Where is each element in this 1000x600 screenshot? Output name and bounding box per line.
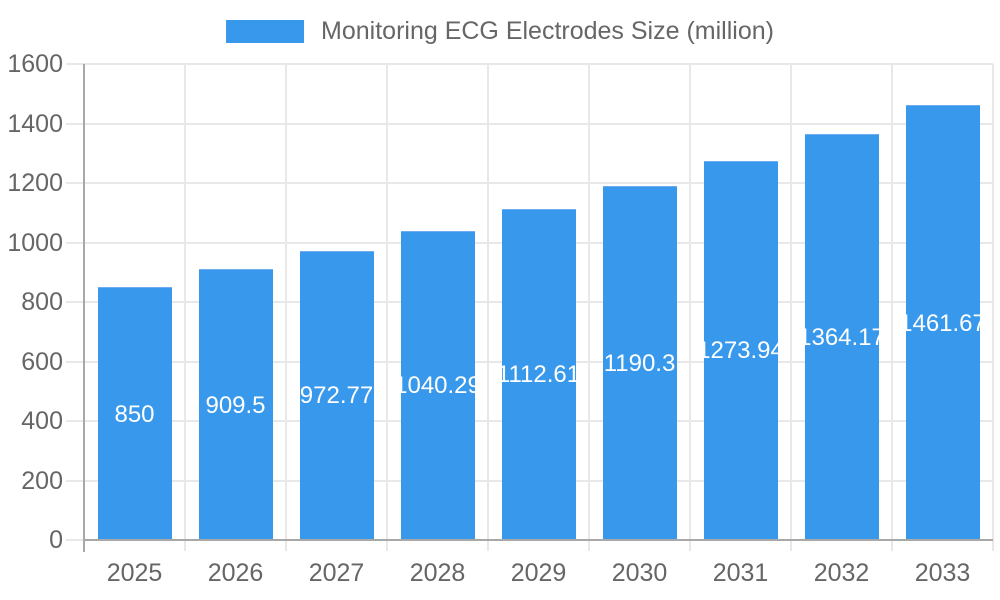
v-gridline bbox=[891, 64, 893, 540]
v-gridline bbox=[790, 64, 792, 540]
x-axis-label: 2027 bbox=[308, 559, 365, 587]
bar-value-label: 1190.3 bbox=[603, 349, 676, 377]
y-axis-tick bbox=[66, 63, 84, 65]
bar-value-label: 850 bbox=[114, 400, 155, 428]
y-axis-line bbox=[83, 64, 85, 552]
x-axis-tick bbox=[790, 540, 792, 551]
bar[interactable]: 1112.61 bbox=[501, 208, 576, 541]
legend-item[interactable]: Monitoring ECG Electrodes Size (million) bbox=[226, 17, 774, 45]
v-gridline bbox=[487, 64, 489, 540]
y-axis-tick bbox=[66, 479, 84, 482]
h-gridline bbox=[84, 182, 993, 184]
bar-value-label: 1273.94 bbox=[704, 337, 778, 365]
y-axis-tick bbox=[66, 241, 84, 244]
x-axis-tick bbox=[992, 540, 994, 551]
x-axis-label: 2030 bbox=[611, 559, 668, 587]
x-axis-label: 2025 bbox=[106, 559, 163, 587]
y-axis-label: 800 bbox=[21, 288, 63, 316]
bar[interactable]: 1461.67 bbox=[905, 105, 980, 541]
y-axis-tick bbox=[66, 301, 84, 303]
bar[interactable]: 1190.3 bbox=[602, 185, 677, 541]
bar-value-label: 1112.61 bbox=[502, 361, 576, 389]
y-axis-label: 600 bbox=[21, 347, 63, 376]
bar-value-label: 1040.29 bbox=[401, 372, 475, 400]
x-axis-label: 2029 bbox=[510, 559, 567, 587]
x-axis-label: 2031 bbox=[712, 559, 769, 587]
v-gridline bbox=[184, 64, 186, 540]
x-axis-label: 2032 bbox=[813, 559, 870, 587]
x-axis-label: 2033 bbox=[914, 559, 971, 587]
y-axis-tick bbox=[66, 182, 84, 184]
x-axis-tick bbox=[285, 540, 287, 551]
legend-label: Monitoring ECG Electrodes Size (million) bbox=[321, 16, 774, 45]
v-gridline bbox=[386, 64, 388, 540]
y-axis-label: 1200 bbox=[7, 169, 63, 197]
h-gridline bbox=[84, 122, 993, 125]
y-axis-label: 1400 bbox=[7, 109, 63, 138]
y-axis-label: 1600 bbox=[7, 50, 63, 78]
x-axis-label: 2028 bbox=[409, 559, 466, 587]
y-axis-label: 400 bbox=[21, 407, 63, 435]
x-axis-tick bbox=[588, 540, 590, 551]
x-axis-tick bbox=[891, 540, 893, 551]
y-axis-label: 200 bbox=[21, 466, 63, 495]
bar[interactable]: 909.5 bbox=[198, 269, 273, 541]
x-axis-line bbox=[84, 539, 993, 541]
bar-value-label: 1461.67 bbox=[906, 309, 980, 337]
v-gridline bbox=[689, 64, 691, 540]
bar[interactable]: 972.77 bbox=[299, 250, 374, 541]
x-axis-tick bbox=[689, 540, 691, 551]
x-axis-label: 2026 bbox=[207, 559, 264, 587]
bar-value-label: 972.77 bbox=[299, 382, 374, 410]
h-gridline bbox=[84, 63, 993, 65]
bar[interactable]: 1273.94 bbox=[703, 161, 778, 541]
x-axis-tick bbox=[487, 540, 489, 551]
bar[interactable]: 1040.29 bbox=[400, 230, 475, 541]
y-axis-label: 1000 bbox=[7, 228, 63, 257]
bar-value-label: 909.5 bbox=[205, 391, 266, 419]
y-axis-tick bbox=[66, 360, 84, 363]
x-axis-tick bbox=[184, 540, 186, 551]
x-axis-tick bbox=[386, 540, 388, 551]
v-gridline bbox=[285, 64, 287, 540]
y-axis-tick bbox=[66, 420, 84, 422]
y-axis-label: 0 bbox=[49, 526, 63, 554]
bar[interactable]: 850 bbox=[97, 287, 172, 541]
y-axis-tick bbox=[66, 539, 84, 541]
v-gridline bbox=[588, 64, 590, 540]
y-axis-tick bbox=[66, 122, 84, 125]
legend-swatch-icon bbox=[226, 19, 305, 43]
v-gridline bbox=[992, 64, 994, 540]
